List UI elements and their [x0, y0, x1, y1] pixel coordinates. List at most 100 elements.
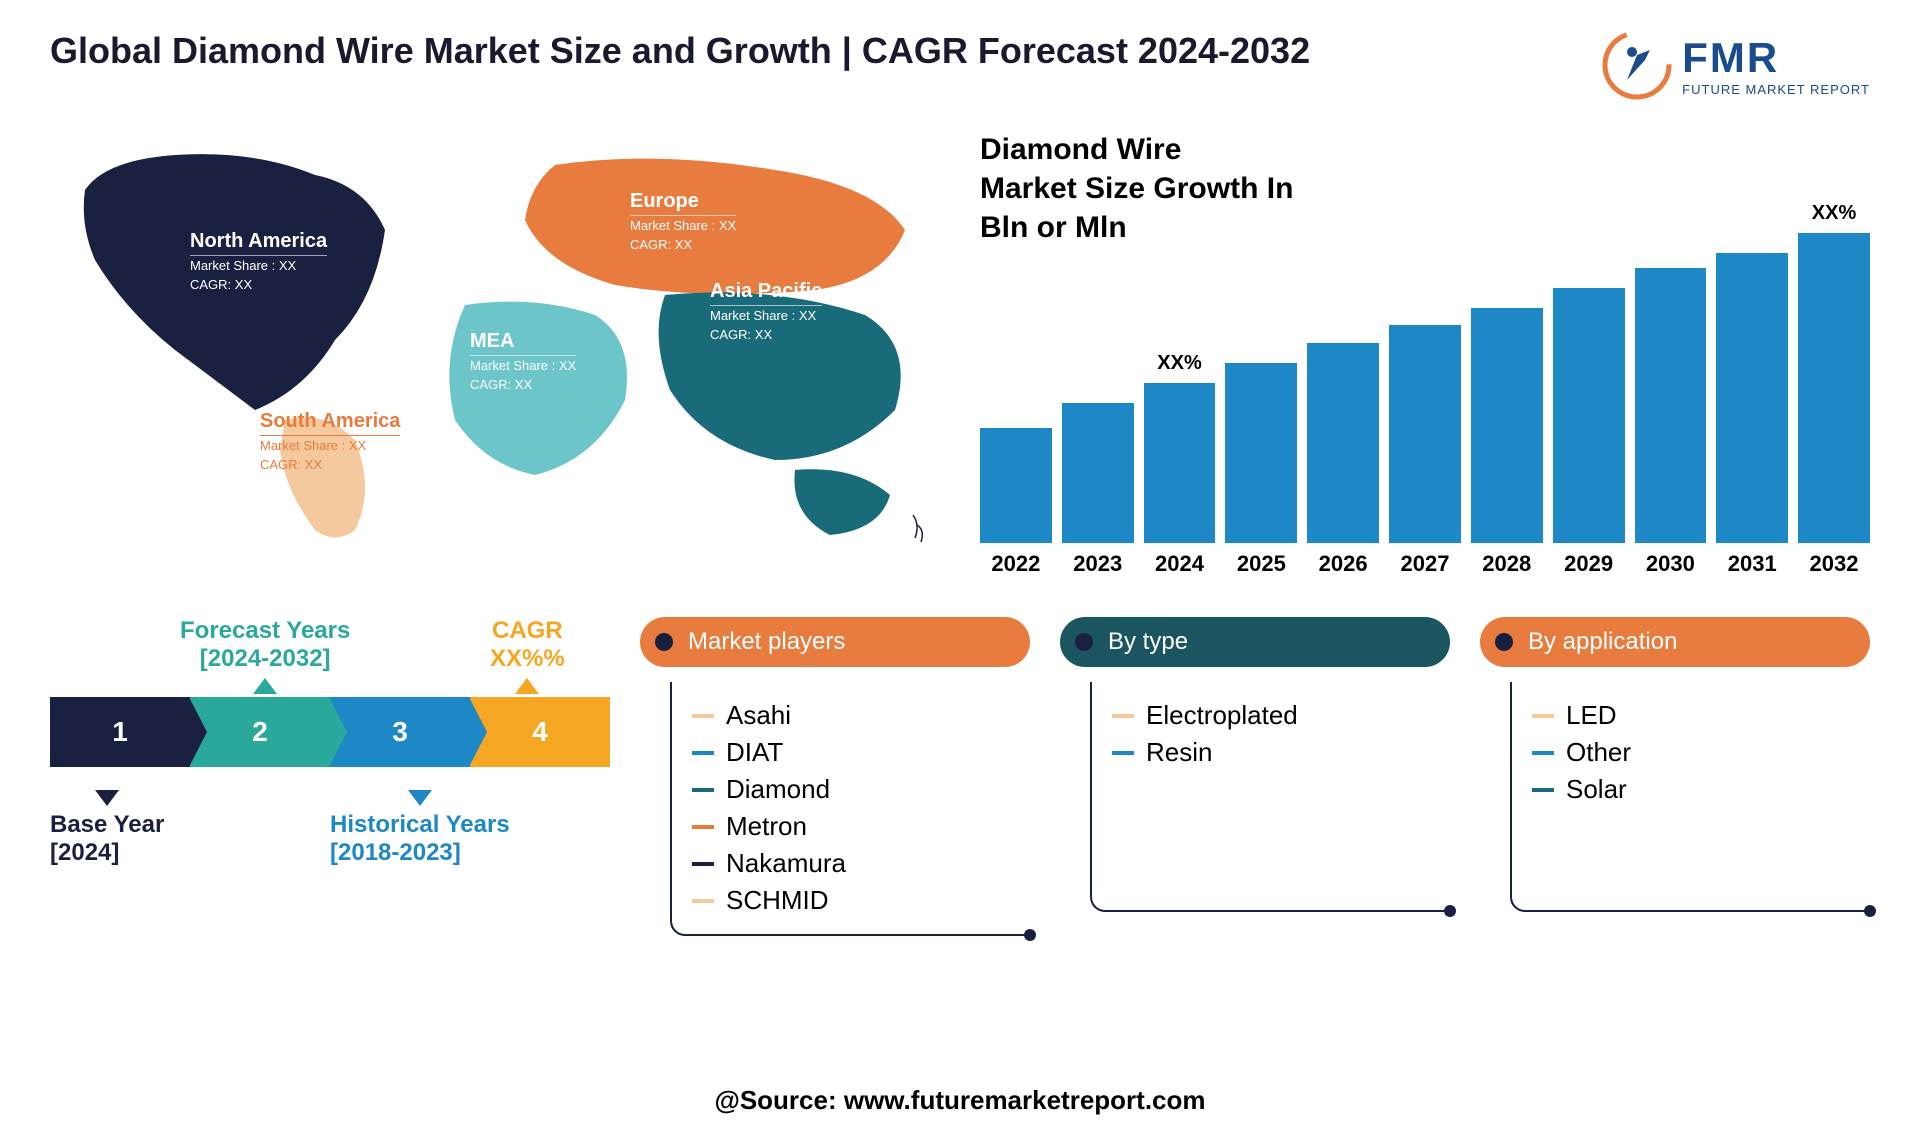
bar-2029: 2029	[1553, 257, 1625, 577]
region-label-mea: MEAMarket Share : XXCAGR: XX	[470, 330, 576, 392]
forecast-range: [2024-2032]	[180, 645, 350, 673]
bar-chart-section: Diamond WireMarket Size Growth InBln or …	[980, 130, 1870, 577]
category-body: Electroplated Resin	[1090, 682, 1450, 912]
tick-icon	[692, 862, 714, 866]
item-label: Diamond	[726, 774, 830, 805]
item-label: Metron	[726, 811, 807, 842]
bar-year-label: 2032	[1810, 551, 1859, 577]
bar-rect	[1553, 288, 1625, 543]
base-text: Base Year	[50, 811, 164, 839]
fmr-logo-icon	[1602, 30, 1672, 100]
forecast-arrow-icon	[253, 678, 277, 694]
category-item: Solar	[1532, 771, 1870, 808]
item-label: Asahi	[726, 700, 791, 731]
timeline: Forecast Years [2024-2032] CAGR XX%% 123…	[50, 617, 610, 787]
category-body: LED Other Solar	[1510, 682, 1870, 912]
world-map: North AmericaMarket Share : XXCAGR: XX So…	[50, 130, 940, 550]
category-item: Other	[1532, 734, 1870, 771]
forecast-text: Forecast Years	[180, 617, 350, 645]
source-attribution: @Source: www.futuremarketreport.com	[714, 1085, 1205, 1116]
region-label-north-america: North AmericaMarket Share : XXCAGR: XX	[190, 230, 327, 292]
category-body: Asahi DIAT Diamond Metron Nakamura SCHMID	[670, 682, 1030, 936]
bottom-row: Forecast Years [2024-2032] CAGR XX%% 123…	[50, 617, 1870, 936]
category-header-label: By application	[1528, 628, 1677, 656]
bar-rect	[1798, 233, 1870, 543]
item-label: Electroplated	[1146, 700, 1298, 731]
category-header-label: By type	[1108, 628, 1188, 656]
category-item: DIAT	[692, 734, 1030, 771]
bar-year-label: 2031	[1728, 551, 1777, 577]
category-item: Resin	[1112, 734, 1450, 771]
region-label-asia-pacific: Asia PacificMarket Share : XXCAGR: XX	[710, 280, 822, 342]
category-item: Electroplated	[1112, 697, 1450, 734]
bar-2028: 2028	[1471, 277, 1543, 577]
bar-2031: 2031	[1716, 222, 1788, 577]
logo: FMR FUTURE MARKET REPORT	[1602, 30, 1870, 100]
item-label: DIAT	[726, 737, 783, 768]
tick-icon	[1532, 751, 1554, 755]
cagr-text: CAGR	[490, 617, 565, 645]
categories-row: Market players Asahi DIAT Diamond Metron Nak…	[640, 617, 1870, 936]
dot-icon	[655, 633, 673, 651]
logo-sub: FUTURE MARKET REPORT	[1682, 82, 1870, 97]
tick-icon	[692, 899, 714, 903]
page-title: Global Diamond Wire Market Size and Grow…	[50, 30, 1310, 72]
tick-icon	[692, 825, 714, 829]
bar-year-label: 2023	[1073, 551, 1122, 577]
tick-icon	[692, 788, 714, 792]
historical-label: Historical Years [2018-2023]	[330, 790, 510, 867]
item-label: LED	[1566, 700, 1617, 731]
timeline-segment-2: 2	[190, 697, 330, 767]
bar-year-label: 2025	[1237, 551, 1286, 577]
category-header: Market players	[640, 617, 1030, 667]
base-value: [2024]	[50, 839, 164, 867]
bar-rect	[980, 428, 1052, 543]
item-label: Resin	[1146, 737, 1212, 768]
logo-main: FMR	[1682, 34, 1870, 82]
category-item: Asahi	[692, 697, 1030, 734]
bar-top-label: XX%	[1812, 202, 1856, 228]
timeline-segment-1: 1	[50, 697, 190, 767]
timeline-bar: 1234	[50, 697, 610, 767]
cagr-arrow-icon	[515, 678, 539, 694]
bar-rect	[1307, 343, 1379, 543]
cagr-label: CAGR XX%%	[490, 617, 565, 694]
bar-rect	[1716, 253, 1788, 543]
bar-2024: XX% 2024	[1144, 352, 1216, 577]
category-header: By application	[1480, 617, 1870, 667]
category-by-application: By application LED Other Solar	[1480, 617, 1870, 936]
bar-year-label: 2026	[1319, 551, 1368, 577]
tick-icon	[692, 714, 714, 718]
bar-rect	[1471, 308, 1543, 543]
category-item: Diamond	[692, 771, 1030, 808]
item-label: Other	[1566, 737, 1631, 768]
bar-2025: 2025	[1225, 332, 1297, 577]
bar-rect	[1225, 363, 1297, 543]
category-item: LED	[1532, 697, 1870, 734]
bar-year-label: 2028	[1482, 551, 1531, 577]
forecast-label: Forecast Years [2024-2032]	[180, 617, 350, 694]
dot-icon	[1495, 633, 1513, 651]
category-item: Nakamura	[692, 845, 1030, 882]
bar-year-label: 2030	[1646, 551, 1695, 577]
base-year-label: Base Year [2024]	[50, 790, 164, 867]
bar-2030: 2030	[1635, 237, 1707, 577]
item-label: Nakamura	[726, 848, 846, 879]
logo-text: FMR FUTURE MARKET REPORT	[1682, 34, 1870, 97]
bar-year-label: 2029	[1564, 551, 1613, 577]
category-item: Metron	[692, 808, 1030, 845]
bar-year-label: 2022	[991, 551, 1040, 577]
category-header-label: Market players	[688, 628, 845, 656]
bar-top-label: XX%	[1157, 352, 1201, 378]
tick-icon	[1112, 714, 1134, 718]
item-label: Solar	[1566, 774, 1627, 805]
bar-year-label: 2027	[1400, 551, 1449, 577]
category-header: By type	[1060, 617, 1450, 667]
cagr-value: XX%%	[490, 645, 565, 673]
region-label-south-america: South AmericaMarket Share : XXCAGR: XX	[260, 410, 400, 472]
bar-2032: XX% 2032	[1798, 202, 1870, 577]
hist-range: [2018-2023]	[330, 839, 510, 867]
tick-icon	[692, 751, 714, 755]
item-label: SCHMID	[726, 885, 829, 916]
bar-2022: 2022	[980, 397, 1052, 577]
